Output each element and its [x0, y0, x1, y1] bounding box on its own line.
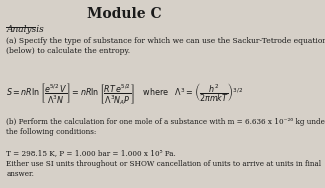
Text: $S = nR\ln\left[\dfrac{e^{5/2}\,V}{\Lambda^3 N}\right] = nR\ln\left[\dfrac{RT\,e: $S = nR\ln\left[\dfrac{e^{5/2}\,V}{\Lamb…: [6, 81, 243, 107]
Text: Analysis: Analysis: [6, 25, 44, 34]
Text: T = 298.15 K, P = 1.000 bar = 1.000 x 10⁵ Pa.
Either use SI units throughout or : T = 298.15 K, P = 1.000 bar = 1.000 x 10…: [6, 150, 321, 178]
Text: (b) Perform the calculation for one mole of a substance with m = 6.636 x 10⁻²⁶ k: (b) Perform the calculation for one mole…: [6, 118, 325, 136]
Text: (a) Specify the type of substance for which we can use the Sackur-Tetrode equati: (a) Specify the type of substance for wh…: [6, 37, 325, 55]
Text: Module C: Module C: [87, 7, 162, 21]
